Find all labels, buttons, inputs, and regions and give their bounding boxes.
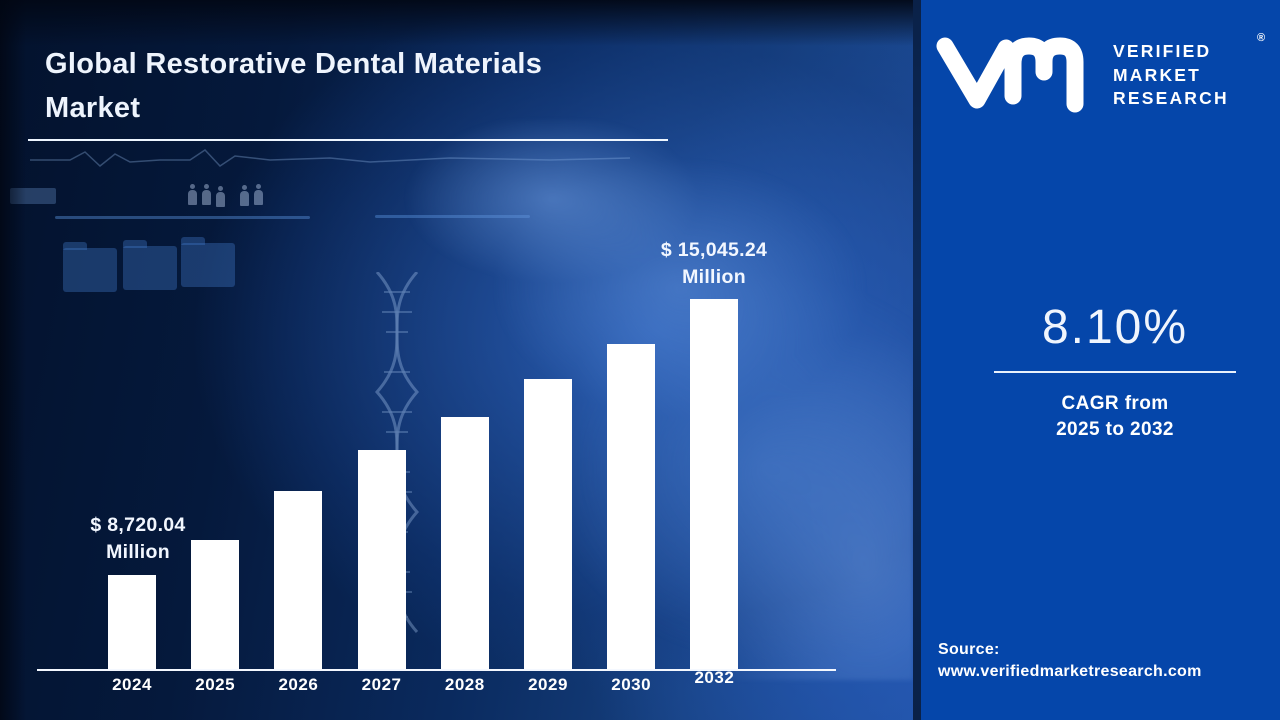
chart-bar-2030 [607,344,656,669]
cagr-label-line2: 2025 to 2032 [1056,419,1174,440]
chart-bar-2024 [108,575,156,669]
cagr-value: 8.10% [1041,301,1189,354]
cagr-divider [994,371,1236,373]
bar-chart: $ 8,720.04 Million $ 15,045.24 Million 2… [37,237,836,694]
vm-monogram-icon [936,37,1084,113]
top-shade [0,0,913,46]
first-bar-unit: Million [106,541,170,563]
title-underline [28,139,668,141]
first-bar-value-annotation: $ 8,720.04 Million [60,512,216,566]
scanline-decoration [55,216,310,219]
cagr-label: CAGR from 2025 to 2032 [955,391,1275,443]
cagr-label-line1: CAGR from [1061,393,1169,414]
left-shade [0,0,26,720]
brand-logo: VERIFIED MARKET RESEARCH ® [935,30,1265,114]
person-icon [216,186,225,208]
folder-icon [63,242,117,292]
source-url[interactable]: www.verifiedmarketresearch.com [938,663,1202,680]
first-bar-value: $ 8,720.04 [90,514,186,536]
chart-bar-2027 [357,450,406,669]
registered-trademark-icon: ® [1257,32,1266,44]
last-bar-value: $ 15,045.24 [660,239,768,261]
brand-wordmark: VERIFIED MARKET RESEARCH [1113,40,1229,111]
chart-bar-2029 [524,379,572,669]
x-tick-label-2024: 2024 [112,675,152,694]
wordmark-line3: RESEARCH [1113,88,1229,108]
x-axis-line [37,669,836,671]
source-label: Source: [938,641,1000,658]
chart-bar-2032 [690,299,739,669]
page-title-line1: Global Restorative Dental Materials [45,48,543,80]
source-block: Source: www.verifiedmarketresearch.com [938,639,1202,683]
panel-divider [913,0,921,720]
page-title-line2: Market [45,92,141,124]
x-tick-label-2029: 2029 [528,675,568,694]
folder-icon [181,237,235,287]
last-bar-value-annotation: $ 15,045.24 Million [628,237,800,291]
last-bar-unit: Million [682,266,746,288]
wordmark-line1: VERIFIED [1113,41,1212,61]
chart-bar-2025 [191,540,240,669]
x-tick-label-2025: 2025 [195,675,236,694]
person-icon [202,184,211,206]
x-tick-label-2032: 2032 [694,668,735,687]
wordmark-line2: MARKET [1113,64,1202,85]
chart-bar-2028 [440,417,489,669]
x-tick-label-2028: 2028 [444,675,485,694]
person-icon [254,184,263,206]
x-tick-label-2030: 2030 [611,675,652,694]
chart-photo-background: Global Restorative Dental Materials Mark… [0,0,913,720]
cagr-block: 8.10% CAGR from 2025 to 2032 [955,300,1275,443]
page-title: Global Restorative Dental Materials Mark… [45,42,542,130]
brand-panel: VERIFIED MARKET RESEARCH ® 8.10% CAGR fr… [921,0,1280,720]
x-tick-label-2026: 2026 [278,675,319,694]
x-tick-label-2027: 2027 [361,675,402,694]
person-icon [188,184,197,206]
chart-bar-2026 [274,491,323,669]
person-icon [240,185,249,207]
folder-icon [123,240,177,290]
